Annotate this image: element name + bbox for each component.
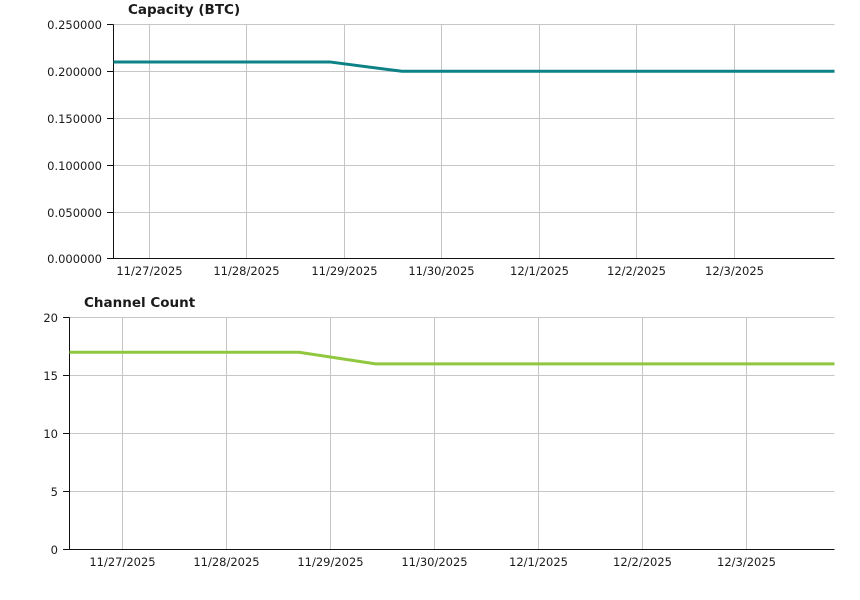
channel-count-chart: 20 15 10 5 0 11/27/2025 11/28/2025 11/29… — [43, 295, 835, 569]
capacity-horizontal-gridlines — [113, 24, 835, 213]
channels-y-tick-labels: 20 15 10 5 0 — [43, 311, 58, 557]
capacity-y-tick-label: 0.150000 — [47, 112, 102, 126]
capacity-chart-panel: 0.250000 0.200000 0.150000 0.100000 0.05… — [0, 0, 860, 290]
capacity-y-tick-label: 0.200000 — [47, 65, 102, 79]
channels-x-tick-label: 12/1/2025 — [509, 555, 568, 569]
channels-x-tick-label: 11/28/2025 — [193, 555, 259, 569]
channel-count-series-line — [69, 350, 835, 366]
channels-y-tick-label: 10 — [43, 427, 58, 441]
channels-x-tick-label: 11/29/2025 — [297, 555, 363, 569]
channels-y-tick-label: 15 — [43, 369, 58, 383]
channel-count-chart-panel: 20 15 10 5 0 11/27/2025 11/28/2025 11/29… — [0, 290, 860, 600]
capacity-chart-title: Capacity (BTC) — [128, 2, 240, 18]
capacity-x-tick-label: 12/1/2025 — [510, 264, 569, 278]
capacity-chart: 0.250000 0.200000 0.150000 0.100000 0.05… — [47, 2, 835, 278]
capacity-y-tick-marks — [107, 23, 114, 260]
channel-count-chart-title: Channel Count — [84, 295, 196, 311]
channels-y-tick-label: 20 — [43, 311, 58, 325]
channels-horizontal-gridlines — [69, 317, 835, 492]
capacity-vertical-gridlines — [149, 24, 735, 259]
capacity-x-tick-label: 11/28/2025 — [213, 264, 279, 278]
capacity-y-tick-label: 0.250000 — [47, 18, 102, 32]
capacity-x-tick-label: 12/3/2025 — [705, 264, 764, 278]
capacity-x-tick-labels: 11/27/2025 11/28/2025 11/29/2025 11/30/2… — [116, 264, 764, 278]
capacity-x-tick-label: 11/30/2025 — [408, 264, 474, 278]
capacity-y-tick-label: 0.050000 — [47, 206, 102, 220]
channels-y-tick-marks — [63, 316, 70, 551]
capacity-x-tick-label: 11/27/2025 — [116, 264, 182, 278]
capacity-x-tick-label: 11/29/2025 — [311, 264, 377, 278]
channels-x-tick-label: 11/30/2025 — [401, 555, 467, 569]
channels-y-tick-label: 5 — [51, 485, 58, 499]
channels-y-tick-label: 0 — [51, 543, 58, 557]
capacity-series-line — [113, 60, 835, 73]
channels-x-tick-label: 12/2/2025 — [613, 555, 672, 569]
capacity-y-tick-labels: 0.250000 0.200000 0.150000 0.100000 0.05… — [47, 18, 102, 266]
capacity-y-tick-label: 0.000000 — [47, 252, 102, 266]
capacity-y-tick-label: 0.100000 — [47, 159, 102, 173]
channels-x-tick-label: 12/3/2025 — [717, 555, 776, 569]
channels-x-tick-label: 11/27/2025 — [89, 555, 155, 569]
capacity-x-tick-label: 12/2/2025 — [607, 264, 666, 278]
channels-x-tick-labels: 11/27/2025 11/28/2025 11/29/2025 11/30/2… — [89, 555, 776, 569]
